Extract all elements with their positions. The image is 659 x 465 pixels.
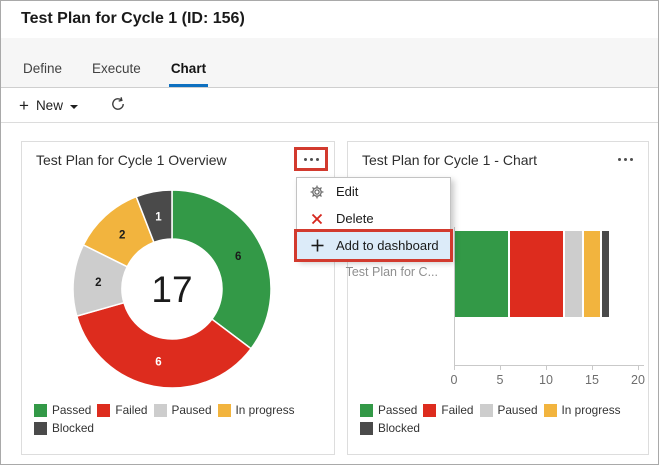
legend-item: In progress	[543, 403, 621, 417]
bar-segment-passed	[454, 231, 509, 317]
legend-swatch-paused	[153, 403, 167, 417]
legend-label: In progress	[235, 403, 295, 417]
x-axis-tick	[500, 365, 501, 370]
gear-icon	[309, 185, 325, 199]
legend-swatch-failed	[423, 403, 437, 417]
legend-item: Failed	[97, 403, 148, 417]
donut-segment-value-label: 2	[119, 229, 125, 241]
legend-swatch-blocked	[34, 421, 47, 435]
context-menu: Edit Delete Add to dashboard	[294, 177, 453, 262]
legend-swatch-in-progress	[217, 403, 231, 417]
new-button-label: New	[35, 98, 63, 113]
legend-item: In progress	[217, 403, 295, 417]
card-title: Test Plan for Cycle 1 - Chart	[362, 152, 538, 168]
donut-segment-failed	[75, 301, 253, 389]
x-axis-line	[454, 365, 644, 366]
legend-swatch-passed	[360, 403, 373, 417]
card-menu-button[interactable]	[612, 151, 638, 167]
legend-item: Blocked	[34, 421, 94, 435]
x-axis-tick-label: 0	[450, 373, 458, 387]
donut-segment-value-label: 2	[95, 277, 101, 289]
legend-label: In progress	[561, 403, 621, 417]
ellipsis-icon	[617, 157, 621, 161]
legend-item: Paused	[153, 403, 212, 417]
menu-item-label: Delete	[336, 211, 374, 226]
menu-item-add-to-dashboard[interactable]: Add to dashboard	[294, 229, 453, 262]
menu-item-label: Edit	[336, 184, 359, 199]
tab-bar: Define Execute Chart	[1, 38, 658, 88]
bar-category-label: Test Plan for C...	[345, 265, 438, 279]
legend-label: Paused	[497, 403, 538, 417]
legend-label: Passed	[52, 403, 92, 417]
legend-swatch-in-progress	[543, 403, 557, 417]
legend-swatch-paused	[479, 403, 493, 417]
legend-swatch-blocked	[360, 421, 373, 435]
refresh-button[interactable]	[110, 96, 126, 115]
legend-label: Passed	[378, 403, 418, 417]
legend: Passed Failed Paused In progress Blocked	[360, 403, 636, 435]
bar-segment-in-progress	[583, 231, 601, 317]
legend-item: Blocked	[360, 421, 420, 435]
tab-define[interactable]: Define	[23, 60, 63, 76]
legend-label: Failed	[115, 403, 148, 417]
donut-segment-value-label: 1	[155, 211, 162, 223]
legend-item: Failed	[423, 403, 474, 417]
chevron-down-icon	[69, 104, 78, 109]
legend-item: Paused	[479, 403, 538, 417]
legend-label: Paused	[171, 403, 212, 417]
legend-label: Failed	[441, 403, 474, 417]
plus-icon	[309, 239, 325, 252]
toolbar: + New	[1, 89, 658, 123]
card-menu-button[interactable]	[294, 147, 328, 171]
card-title: Test Plan for Cycle 1 Overview	[36, 152, 227, 168]
x-axis-tick-label: 20	[631, 373, 645, 387]
bar-segment-failed	[510, 231, 564, 317]
legend-swatch-passed	[34, 403, 47, 417]
legend-label: Blocked	[378, 421, 420, 435]
page-title: Test Plan for Cycle 1 (ID: 156)	[21, 10, 245, 27]
bar-segment-blocked	[602, 231, 610, 317]
legend-item: Passed	[34, 403, 91, 417]
x-axis-tick-label: 15	[585, 373, 599, 387]
menu-item-edit[interactable]: Edit	[297, 178, 450, 205]
new-button[interactable]: + New	[19, 97, 78, 114]
x-axis-tick-label: 5	[496, 373, 504, 387]
bar-chart: Test Plan for C... 0 5 10 15 20	[345, 142, 648, 454]
donut-segment-value-label: 6	[235, 251, 241, 263]
plus-icon: +	[19, 96, 29, 115]
donut-segment-value-label: 6	[155, 357, 161, 369]
x-axis-tick	[546, 365, 547, 370]
menu-item-delete[interactable]: Delete	[297, 205, 450, 232]
legend-label: Blocked	[52, 421, 94, 435]
ellipsis-icon	[303, 157, 307, 161]
legend-swatch-failed	[97, 403, 111, 417]
donut-center-total: 17	[151, 269, 192, 310]
donut-segment-passed	[171, 189, 272, 350]
menu-item-label: Add to dashboard	[336, 238, 439, 253]
chart-card-overview: Test Plan for Cycle 1 Overview 6 6 2 2 1 17 P…	[21, 141, 335, 455]
tab-chart[interactable]: Chart	[168, 38, 209, 87]
legend-item: Passed	[360, 403, 417, 417]
bar-segment-paused	[565, 231, 582, 317]
x-axis-tick	[638, 365, 639, 370]
delete-x-icon	[309, 213, 325, 225]
donut-segment-blocked	[135, 189, 173, 244]
x-axis-tick-label: 10	[539, 373, 553, 387]
refresh-icon	[110, 96, 126, 115]
tab-execute[interactable]: Execute	[92, 60, 141, 76]
x-axis-tick	[592, 365, 593, 370]
legend: Passed Failed Paused In progress Blocked	[34, 403, 322, 435]
x-axis-tick	[454, 365, 455, 370]
donut-chart: 6 6 2 2 1 17	[72, 189, 272, 389]
